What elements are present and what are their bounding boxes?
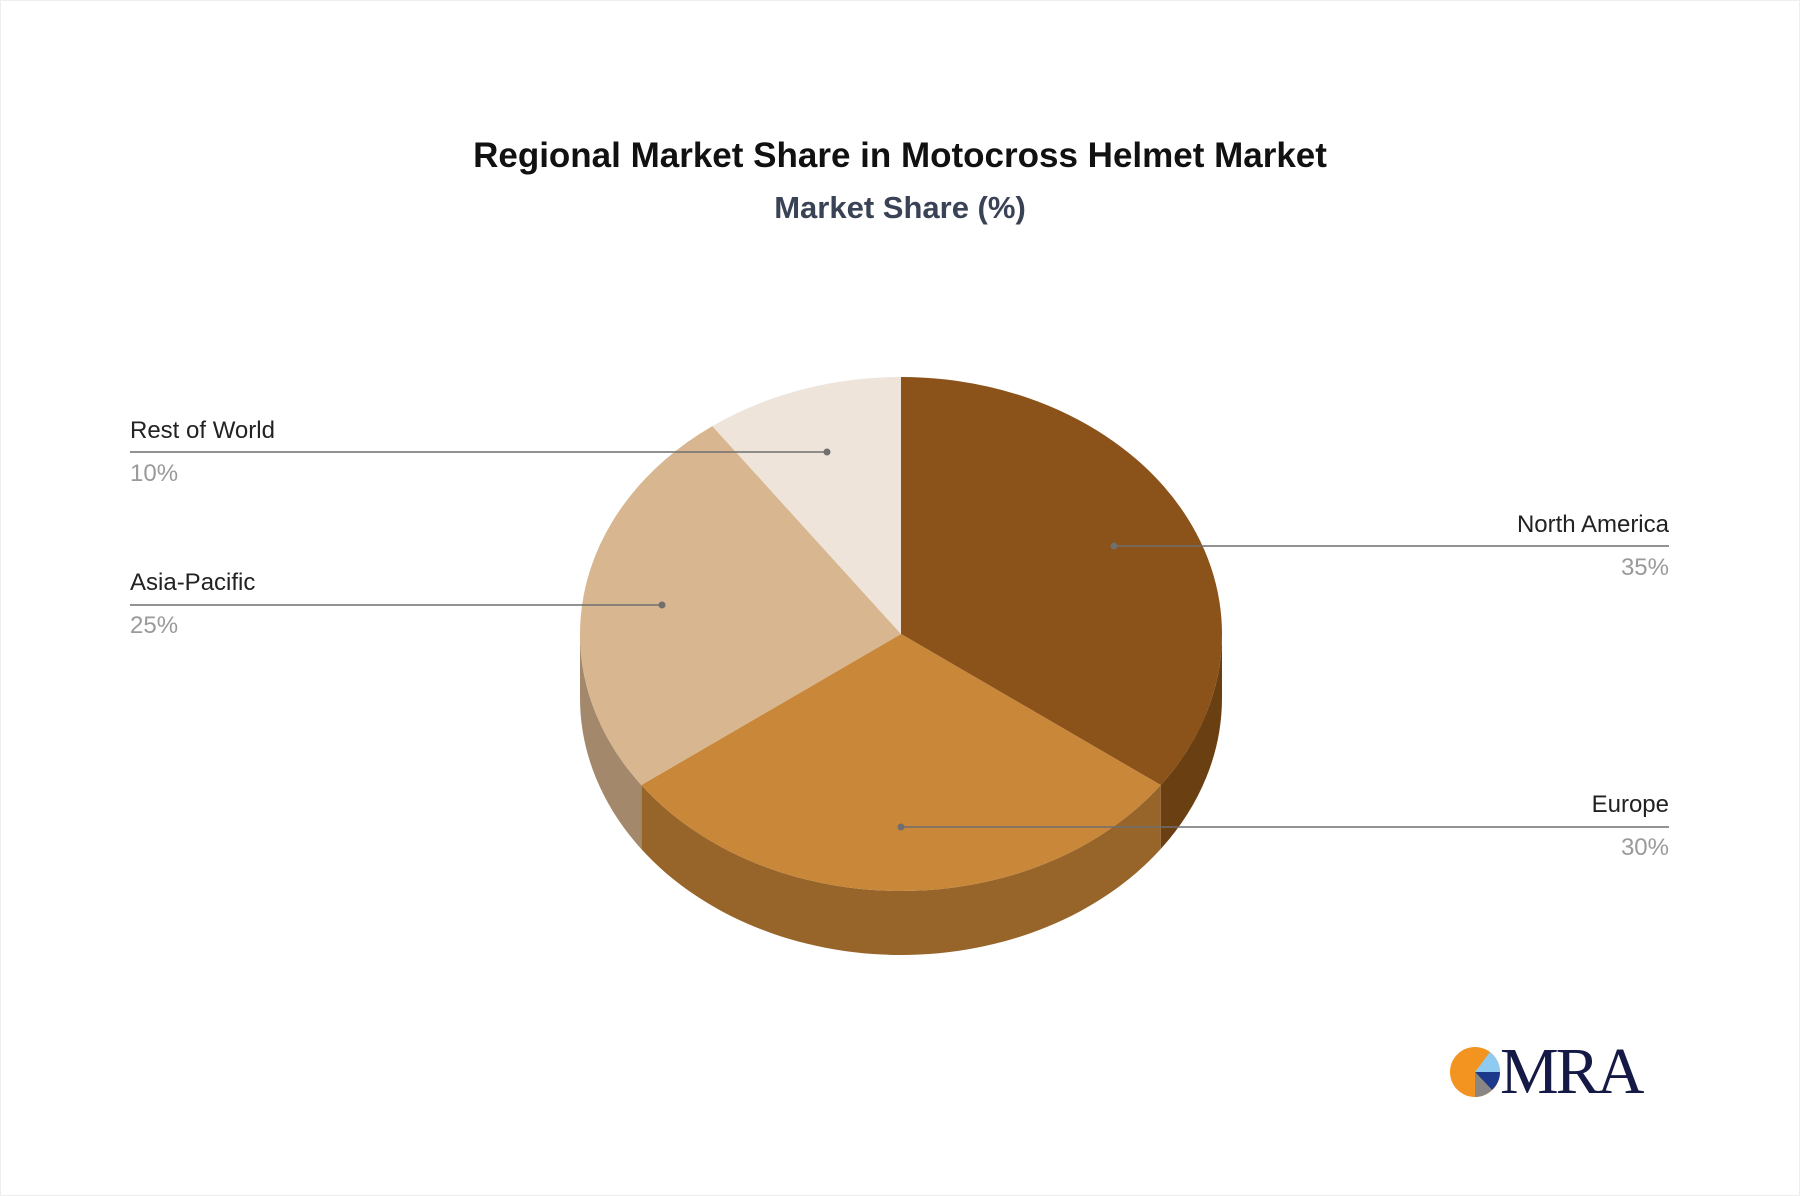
label-north-america: North America <box>1516 511 1669 538</box>
pie-slice-rest-of-world[interactable] <box>712 377 901 634</box>
pie-side-europe <box>641 785 1161 956</box>
label-asia-pacific: Asia-Pacific <box>130 569 256 596</box>
logo-text: MRA <box>1500 1035 1644 1108</box>
pie-side-asia-pacific <box>580 634 642 850</box>
leader-dot-europe <box>897 823 905 831</box>
value-north-america: 35% <box>1620 554 1669 581</box>
logo-pie-icon <box>1450 1047 1500 1097</box>
value-europe: 30% <box>1620 834 1669 861</box>
label-rest-of-world: Rest of World <box>130 417 275 444</box>
value-rest-of-world: 10% <box>130 460 179 487</box>
pie-slice-asia-pacific[interactable] <box>580 426 901 786</box>
leader-dot-asia-pacific <box>658 601 666 609</box>
pie-slice-north-america[interactable] <box>901 377 1222 786</box>
mra-logo: MRA <box>1448 1035 1648 1108</box>
leader-dot-north-america <box>1110 542 1118 550</box>
pie-side-north-america <box>1160 634 1222 850</box>
chart-subtitle: Market Share (%) <box>774 190 1026 225</box>
value-asia-pacific: 25% <box>130 612 179 639</box>
label-europe: Europe <box>1591 791 1669 818</box>
chart-title: Regional Market Share in Motocross Helme… <box>473 136 1327 175</box>
leader-dot-rest-of-world <box>823 448 831 456</box>
